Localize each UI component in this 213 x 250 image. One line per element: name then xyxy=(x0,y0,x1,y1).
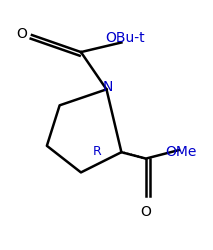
Text: O: O xyxy=(140,204,151,218)
Text: O: O xyxy=(16,27,27,41)
Text: N: N xyxy=(102,80,113,94)
Text: R: R xyxy=(92,144,101,157)
Text: OBu-t: OBu-t xyxy=(105,31,144,45)
Text: OMe: OMe xyxy=(165,144,197,158)
